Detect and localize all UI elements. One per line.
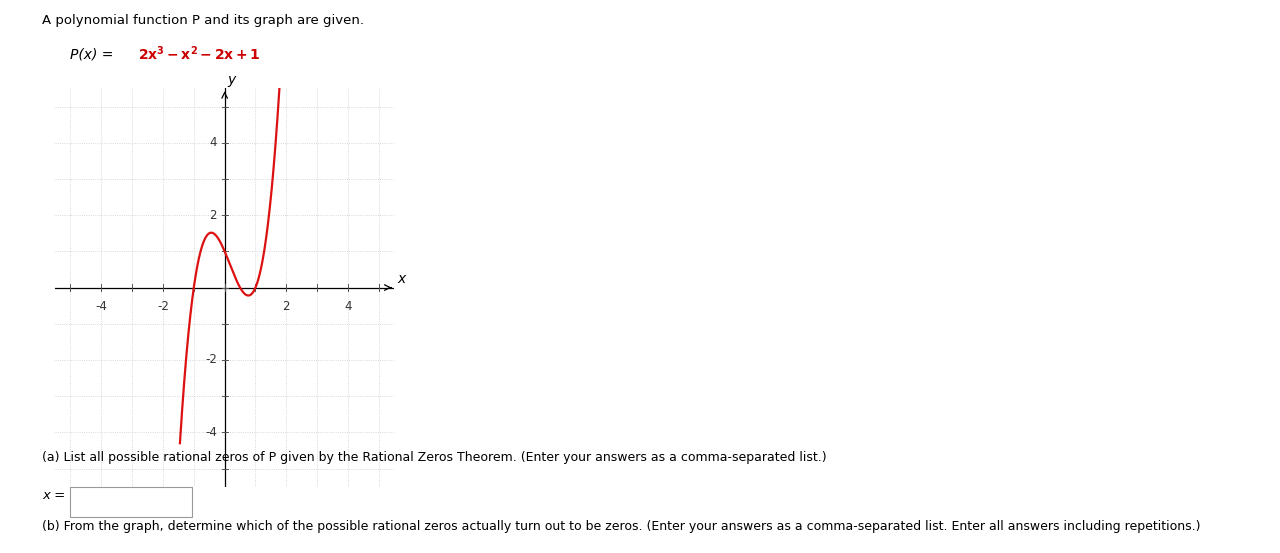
Text: P(x) =: P(x) = — [70, 47, 118, 61]
Text: 4: 4 — [210, 136, 216, 149]
Text: -4: -4 — [95, 300, 108, 313]
Text: -2: -2 — [205, 353, 216, 367]
Text: x: x — [397, 272, 406, 286]
Text: $\mathbf{2x^3-x^2-2x+1}$: $\mathbf{2x^3-x^2-2x+1}$ — [138, 44, 261, 63]
Text: -2: -2 — [157, 300, 169, 313]
Text: 2: 2 — [210, 208, 216, 222]
Text: y: y — [228, 72, 236, 87]
Text: 4: 4 — [344, 300, 352, 313]
Text: x =: x = — [42, 489, 65, 503]
Text: (b) From the graph, determine which of the possible rational zeros actually turn: (b) From the graph, determine which of t… — [42, 520, 1201, 533]
Text: (a) List all possible rational zeros of ​P given by the Rational Zeros Theorem. : (a) List all possible rational zeros of … — [42, 451, 827, 464]
Text: -4: -4 — [205, 426, 216, 439]
Text: A polynomial function P and its graph are given.: A polynomial function P and its graph ar… — [42, 14, 365, 27]
Text: 2: 2 — [283, 300, 291, 313]
